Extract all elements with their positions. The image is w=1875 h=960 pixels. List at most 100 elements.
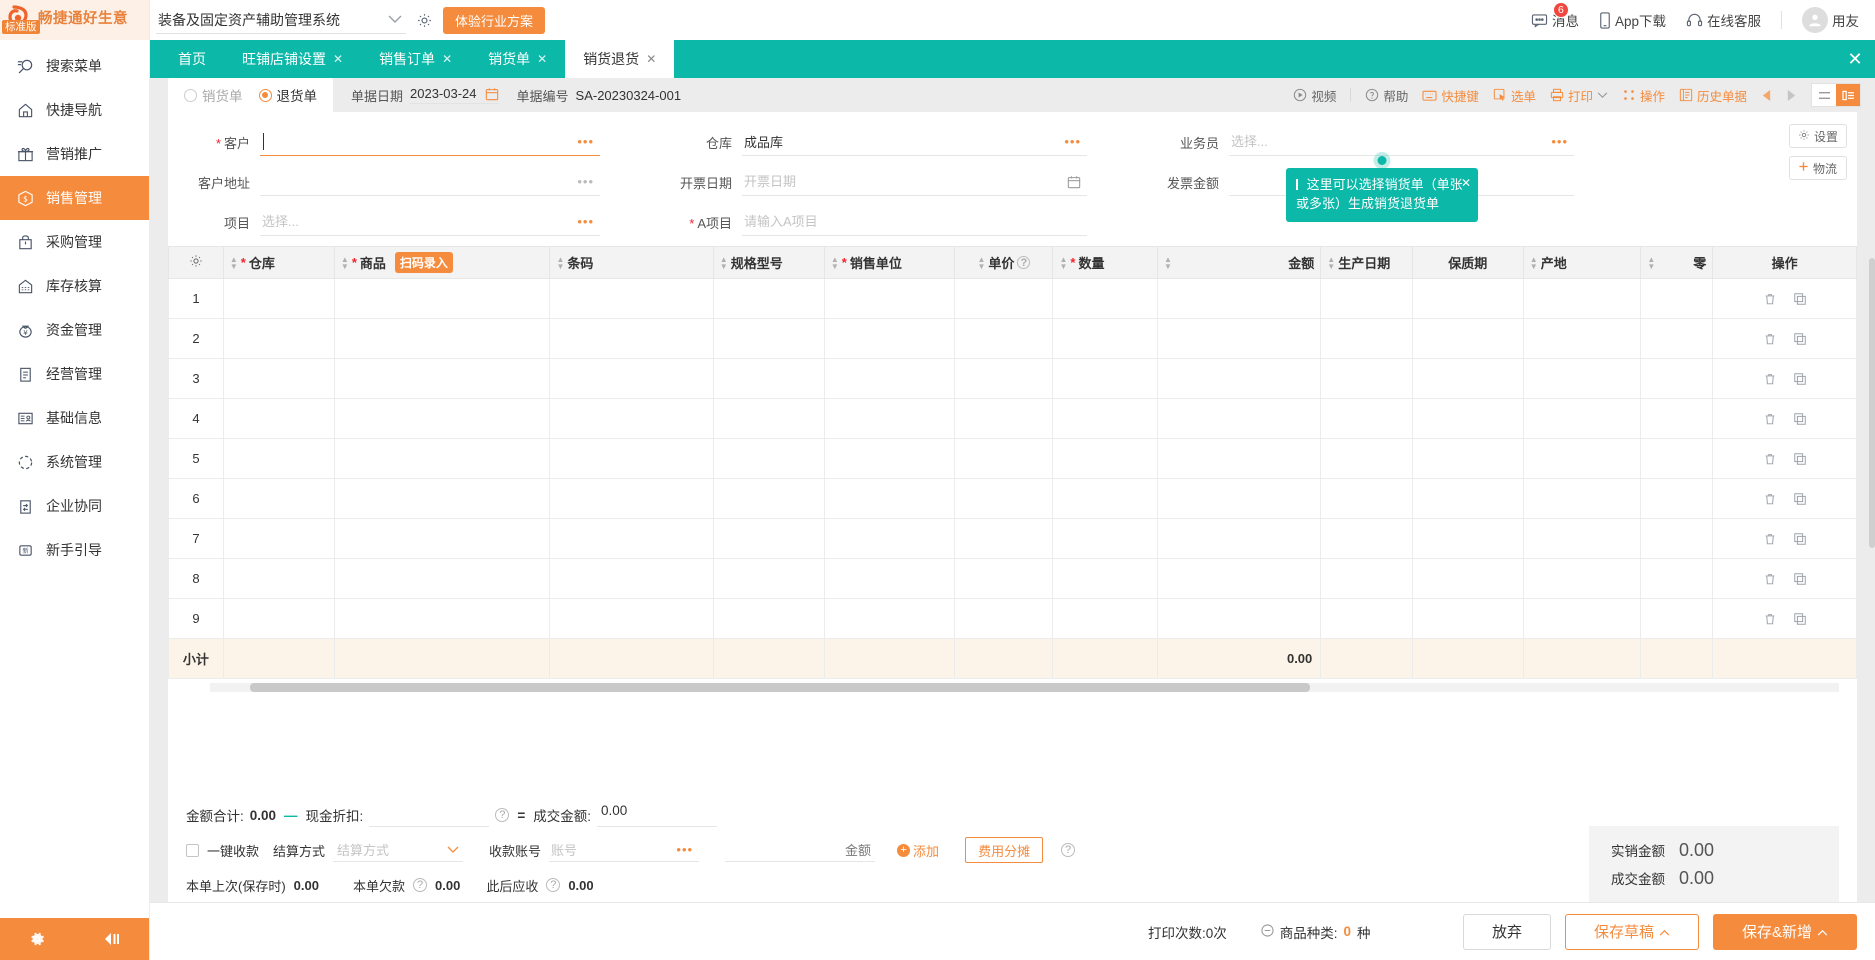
print-button[interactable]: 打印 bbox=[1550, 86, 1608, 105]
cell-production-date[interactable] bbox=[1320, 278, 1413, 319]
table-row[interactable]: 9 bbox=[168, 598, 1857, 639]
cell-warehouse[interactable] bbox=[222, 518, 335, 559]
gear-icon[interactable] bbox=[416, 12, 433, 29]
customer-address-input[interactable] bbox=[260, 168, 600, 195]
sidebar-item-marketing[interactable]: 营销推广 bbox=[0, 132, 149, 176]
cell-spec[interactable] bbox=[712, 318, 825, 359]
cell-spec[interactable] bbox=[712, 598, 825, 639]
cell-product[interactable] bbox=[333, 358, 551, 399]
cell-barcode[interactable] bbox=[549, 318, 714, 359]
payment-amount-input[interactable]: 金额 bbox=[725, 838, 876, 862]
copy-icon[interactable] bbox=[1793, 412, 1807, 426]
close-icon[interactable]: ✕ bbox=[1460, 176, 1471, 190]
invoice-date-input[interactable] bbox=[742, 168, 1087, 195]
table-row[interactable]: 8 bbox=[168, 558, 1857, 599]
table-row[interactable]: 1 bbox=[168, 278, 1857, 319]
cell-sales-unit[interactable] bbox=[823, 598, 956, 639]
cell-origin[interactable] bbox=[1522, 398, 1642, 439]
cell-quantity[interactable] bbox=[1052, 438, 1158, 479]
cell-zero[interactable] bbox=[1640, 318, 1714, 359]
sidebar-item-business-management[interactable]: 经营管理 bbox=[0, 352, 149, 396]
close-all-tabs-icon[interactable]: ✕ bbox=[1847, 48, 1863, 69]
cell-sales-unit[interactable] bbox=[823, 438, 956, 479]
a-project-input-wrap[interactable] bbox=[742, 208, 1087, 236]
calendar-icon[interactable] bbox=[1067, 175, 1081, 189]
cell-unit-price[interactable] bbox=[954, 318, 1054, 359]
trash-icon[interactable] bbox=[1763, 532, 1777, 546]
col-shelf-life[interactable]: 保质期 bbox=[1411, 246, 1524, 279]
cell-product[interactable] bbox=[333, 518, 551, 559]
cell-origin[interactable] bbox=[1522, 558, 1642, 599]
discard-button[interactable]: 放弃 bbox=[1462, 913, 1551, 950]
question-icon[interactable]: ? bbox=[1017, 256, 1031, 269]
cell-origin[interactable] bbox=[1522, 518, 1642, 559]
cell-origin[interactable] bbox=[1522, 318, 1642, 359]
sidebar-item-purchase-management[interactable]: 采购管理 bbox=[0, 220, 149, 264]
table-row[interactable]: 4 bbox=[168, 398, 1857, 439]
tab-sales-order[interactable]: 销售订单 ✕ bbox=[361, 40, 470, 78]
cell-spec[interactable] bbox=[712, 398, 825, 439]
cell-production-date[interactable] bbox=[1320, 318, 1413, 359]
cell-spec[interactable] bbox=[712, 478, 825, 519]
cell-barcode[interactable] bbox=[549, 398, 714, 439]
cell-unit-price[interactable] bbox=[954, 558, 1054, 599]
cell-amount[interactable] bbox=[1156, 278, 1322, 319]
close-icon[interactable]: ✕ bbox=[646, 52, 657, 66]
copy-icon[interactable] bbox=[1793, 492, 1807, 506]
cell-quantity[interactable] bbox=[1052, 318, 1158, 359]
cell-sales-unit[interactable] bbox=[823, 278, 956, 319]
col-production-date[interactable]: ▲ ▼ 生产日期 bbox=[1320, 246, 1413, 279]
sidebar-item-inventory-accounting[interactable]: 库存核算 bbox=[0, 264, 149, 308]
question-icon[interactable]: ? bbox=[1061, 843, 1076, 857]
calendar-icon[interactable] bbox=[485, 87, 499, 101]
cell-zero[interactable] bbox=[1640, 398, 1714, 439]
app-download-button[interactable]: App下载 bbox=[1599, 10, 1666, 30]
cell-unit-price[interactable] bbox=[954, 358, 1054, 399]
experience-solution-button[interactable]: 体验行业方案 bbox=[443, 6, 546, 34]
sort-icon[interactable]: ▲ ▼ bbox=[556, 254, 565, 271]
cell-shelf-life[interactable] bbox=[1411, 358, 1524, 399]
cell-sales-unit[interactable] bbox=[823, 518, 956, 559]
logistics-button[interactable]: 物流 bbox=[1788, 156, 1847, 180]
list-view-icon[interactable] bbox=[1812, 84, 1836, 106]
col-unit-price[interactable]: ▲ ▼ 单价? bbox=[954, 246, 1054, 279]
sidebar-item-sales-management[interactable]: $ 销售管理 bbox=[0, 176, 149, 220]
sidebar-item-system-management[interactable]: 系统管理 bbox=[0, 440, 149, 484]
save-and-new-button[interactable]: 保存&新增 bbox=[1712, 913, 1857, 950]
cell-quantity[interactable] bbox=[1052, 278, 1158, 319]
trash-icon[interactable] bbox=[1763, 292, 1777, 306]
one-click-checkbox[interactable] bbox=[186, 843, 199, 857]
cell-warehouse[interactable] bbox=[222, 318, 335, 359]
cell-quantity[interactable] bbox=[1052, 558, 1158, 599]
sort-icon[interactable]: ▲ ▼ bbox=[1163, 254, 1172, 271]
cell-production-date[interactable] bbox=[1320, 358, 1413, 399]
prev-doc-icon[interactable] bbox=[1761, 89, 1772, 102]
settings-button[interactable]: 设置 bbox=[1788, 124, 1847, 148]
trash-icon[interactable] bbox=[1763, 492, 1777, 506]
col-amount[interactable]: ▲ ▼ 金额 bbox=[1156, 246, 1322, 279]
cell-spec[interactable] bbox=[712, 438, 825, 479]
save-draft-button[interactable]: 保存草稿 bbox=[1564, 913, 1699, 950]
tab-sales-return[interactable]: 销货退货 ✕ bbox=[565, 40, 675, 78]
user-menu[interactable]: 用友 bbox=[1802, 7, 1859, 33]
trash-icon[interactable] bbox=[1763, 412, 1777, 426]
sidebar-item-enterprise-collab[interactable]: 企业协同 bbox=[0, 484, 149, 528]
cell-sales-unit[interactable] bbox=[823, 318, 956, 359]
close-icon[interactable]: ✕ bbox=[442, 52, 453, 66]
cell-amount[interactable] bbox=[1156, 518, 1322, 559]
cell-shelf-life[interactable] bbox=[1411, 558, 1524, 599]
shortcut-button[interactable]: 快捷键 bbox=[1422, 86, 1479, 105]
cell-barcode[interactable] bbox=[549, 598, 714, 639]
cell-sales-unit[interactable] bbox=[823, 358, 956, 399]
sort-icon[interactable]: ▲ ▼ bbox=[229, 254, 238, 271]
cell-amount[interactable] bbox=[1156, 558, 1322, 599]
question-icon[interactable]: ? bbox=[413, 878, 427, 892]
col-warehouse[interactable]: ▲ ▼ * 仓库 bbox=[222, 246, 335, 279]
trash-icon[interactable] bbox=[1763, 452, 1777, 466]
cell-sales-unit[interactable] bbox=[823, 398, 956, 439]
cell-quantity[interactable] bbox=[1052, 358, 1158, 399]
cell-spec[interactable] bbox=[712, 358, 825, 399]
project-input[interactable] bbox=[260, 208, 600, 235]
next-doc-icon[interactable] bbox=[1786, 89, 1797, 102]
col-product[interactable]: ▲ ▼ * 商品 扫码录入 bbox=[333, 246, 551, 279]
